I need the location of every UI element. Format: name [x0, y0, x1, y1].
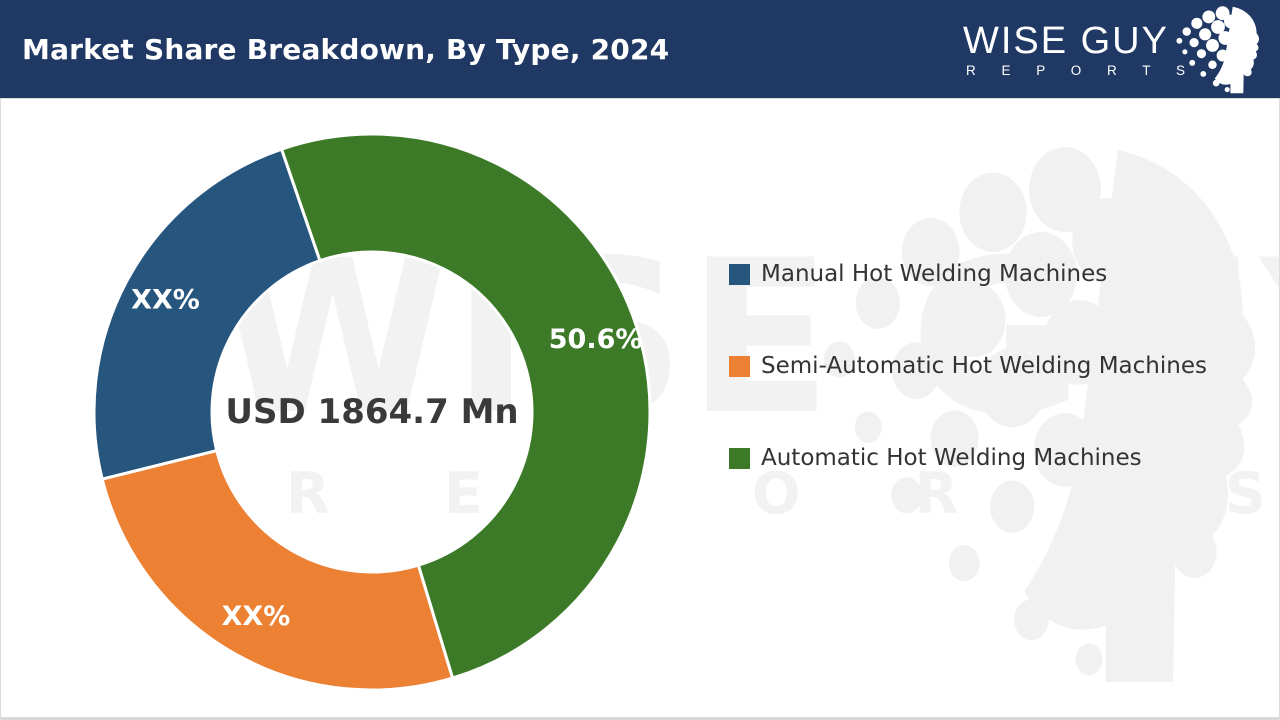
donut-slice-1	[100, 449, 455, 692]
legend-label-manual: Manual Hot Welding Machines	[761, 261, 1108, 287]
legend-label-automatic: Automatic Hot Welding Machines	[761, 445, 1142, 471]
donut-slice-0	[279, 132, 652, 680]
legend-swatch-manual	[729, 263, 750, 285]
legend-swatch-semi-automatic	[729, 355, 750, 377]
logo-wordmark: WISE GUY	[962, 20, 1169, 63]
legend-item-automatic: Automatic Hot Welding Machines	[729, 445, 1207, 471]
donut-chart: 50.6% XX% XX% USD 1864.7 Mn	[92, 132, 652, 692]
center-value: USD 1864.7 Mn	[225, 392, 518, 432]
logo-head-icon	[1176, 6, 1260, 94]
legend-label-semi-automatic: Semi-Automatic Hot Welding Machines	[761, 353, 1207, 379]
watermark-head-icon	[824, 147, 1256, 683]
slice-label-1: XX%	[222, 601, 291, 632]
logo-subtitle: R E P O R T S	[965, 62, 1196, 78]
page-title: Market Share Breakdown, By Type, 2024	[22, 32, 670, 66]
legend-item-semi-automatic: Semi-Automatic Hot Welding Machines	[729, 353, 1207, 379]
logo-text: WISE GUY R E P O R T S	[962, 20, 1196, 78]
slice-label-2: XX%	[131, 284, 200, 315]
wiseguy-logo: WISE GUY R E P O R T S	[963, 4, 1266, 96]
header: Market Share Breakdown, By Type, 2024 WI…	[0, 0, 1280, 98]
legend-swatch-automatic	[729, 447, 750, 469]
chart-area: WISE GUY R E P O R T S 50.6%XX%XX% USD 1…	[0, 98, 1280, 720]
slice-label-0: 50.6%	[549, 324, 643, 355]
legend-item-manual: Manual Hot Welding Machines	[729, 261, 1207, 287]
legend: Manual Hot Welding Machines Semi-Automat…	[729, 261, 1207, 471]
donut-slice-2	[92, 147, 322, 481]
